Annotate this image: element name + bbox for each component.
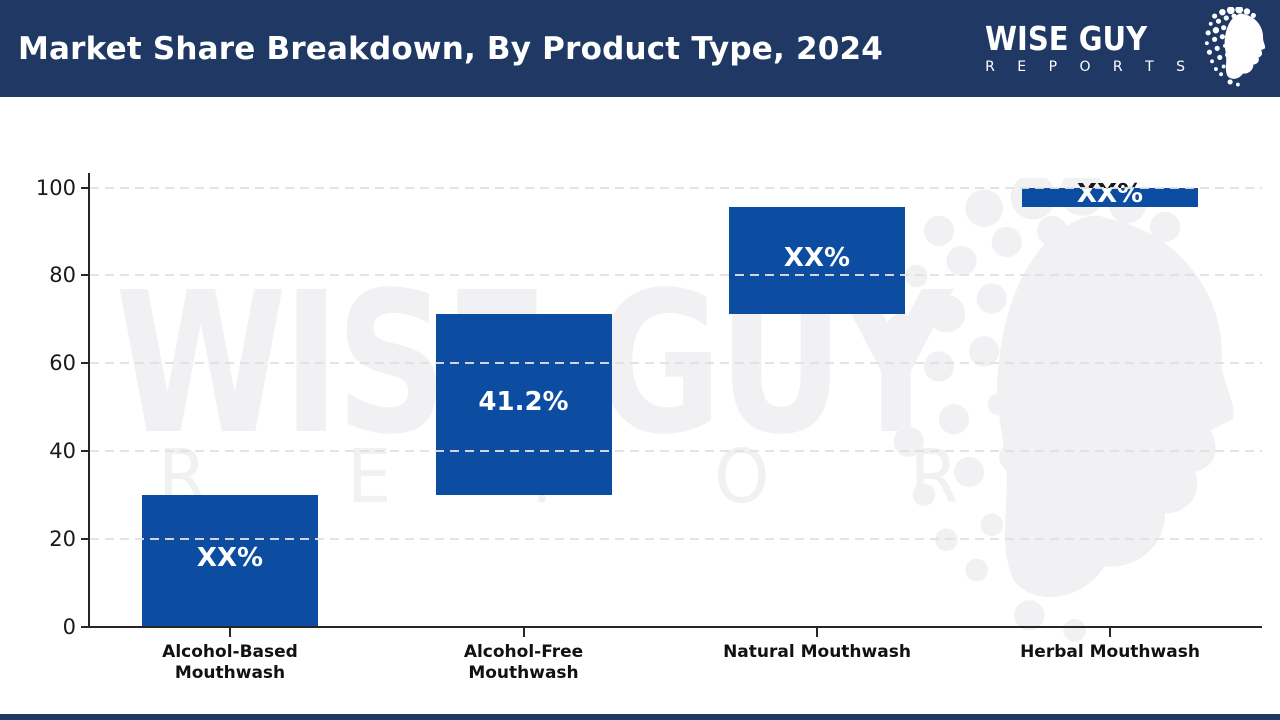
gridline [90, 362, 1262, 365]
x-tick [522, 628, 525, 637]
bar: XX% [729, 207, 905, 315]
x-category-label: Herbal Mouthwash [1020, 642, 1200, 663]
gridline [90, 538, 1262, 541]
x-tick [1109, 628, 1111, 637]
bar-label: XX% [196, 543, 264, 574]
bar: 41.2% [435, 314, 612, 496]
x-category-label-line: Mouthwash [468, 663, 579, 683]
brand-logo: WISE GUY R E P O R T S [985, 6, 1280, 91]
gridline [90, 450, 1262, 453]
brand-reports-label: R E P O R T S [985, 59, 1194, 75]
x-axis [90, 626, 1262, 628]
x-category-label-line: Alcohol-Based [162, 642, 298, 662]
page-title: Market Share Breakdown, By Product Type,… [18, 30, 884, 67]
brand-face-icon [1204, 6, 1266, 86]
header: Market Share Breakdown, By Product Type,… [0, 0, 1280, 97]
y-tick-label: 80 [49, 263, 76, 288]
y-tick [81, 626, 90, 628]
y-axis [88, 173, 90, 628]
bar-label: 41.2% [478, 386, 569, 417]
x-tick [816, 628, 818, 637]
footer-bar [0, 714, 1280, 720]
brand-wordmark: WISE GUY [985, 19, 1148, 58]
y-tick-label: 40 [49, 439, 76, 464]
gridline [90, 274, 1262, 277]
gridline [90, 186, 1262, 189]
x-category-label: Natural Mouthwash [723, 642, 911, 663]
bar-label: XX% [1076, 187, 1144, 208]
y-tick-label: 100 [35, 175, 76, 200]
y-tick [81, 450, 90, 453]
y-tick [81, 274, 90, 277]
x-category-label: Alcohol-Based Mouthwash [162, 642, 298, 684]
x-category-label-line: Alcohol-Free [463, 642, 584, 662]
x-category-label-line: Herbal Mouthwash [1020, 642, 1200, 662]
bar: XX% [1022, 187, 1198, 208]
y-tick [81, 538, 90, 541]
y-tick-label: 60 [49, 351, 76, 376]
watermark-face-icon [882, 178, 1234, 642]
x-category-label-line: Mouthwash [174, 663, 286, 683]
x-tick [229, 628, 231, 637]
brand-text: WISE GUY R E P O R T S [985, 22, 1194, 75]
y-tick-label: 20 [49, 527, 76, 552]
x-category-label: Alcohol-Free Mouthwash [464, 642, 583, 684]
bar-label: XX% [783, 242, 851, 273]
y-tick [81, 362, 90, 365]
x-category-label-line: Natural Mouthwash [723, 642, 911, 662]
bar: XX% [142, 495, 318, 627]
y-tick-label: 0 [62, 615, 76, 639]
y-tick [81, 186, 90, 189]
